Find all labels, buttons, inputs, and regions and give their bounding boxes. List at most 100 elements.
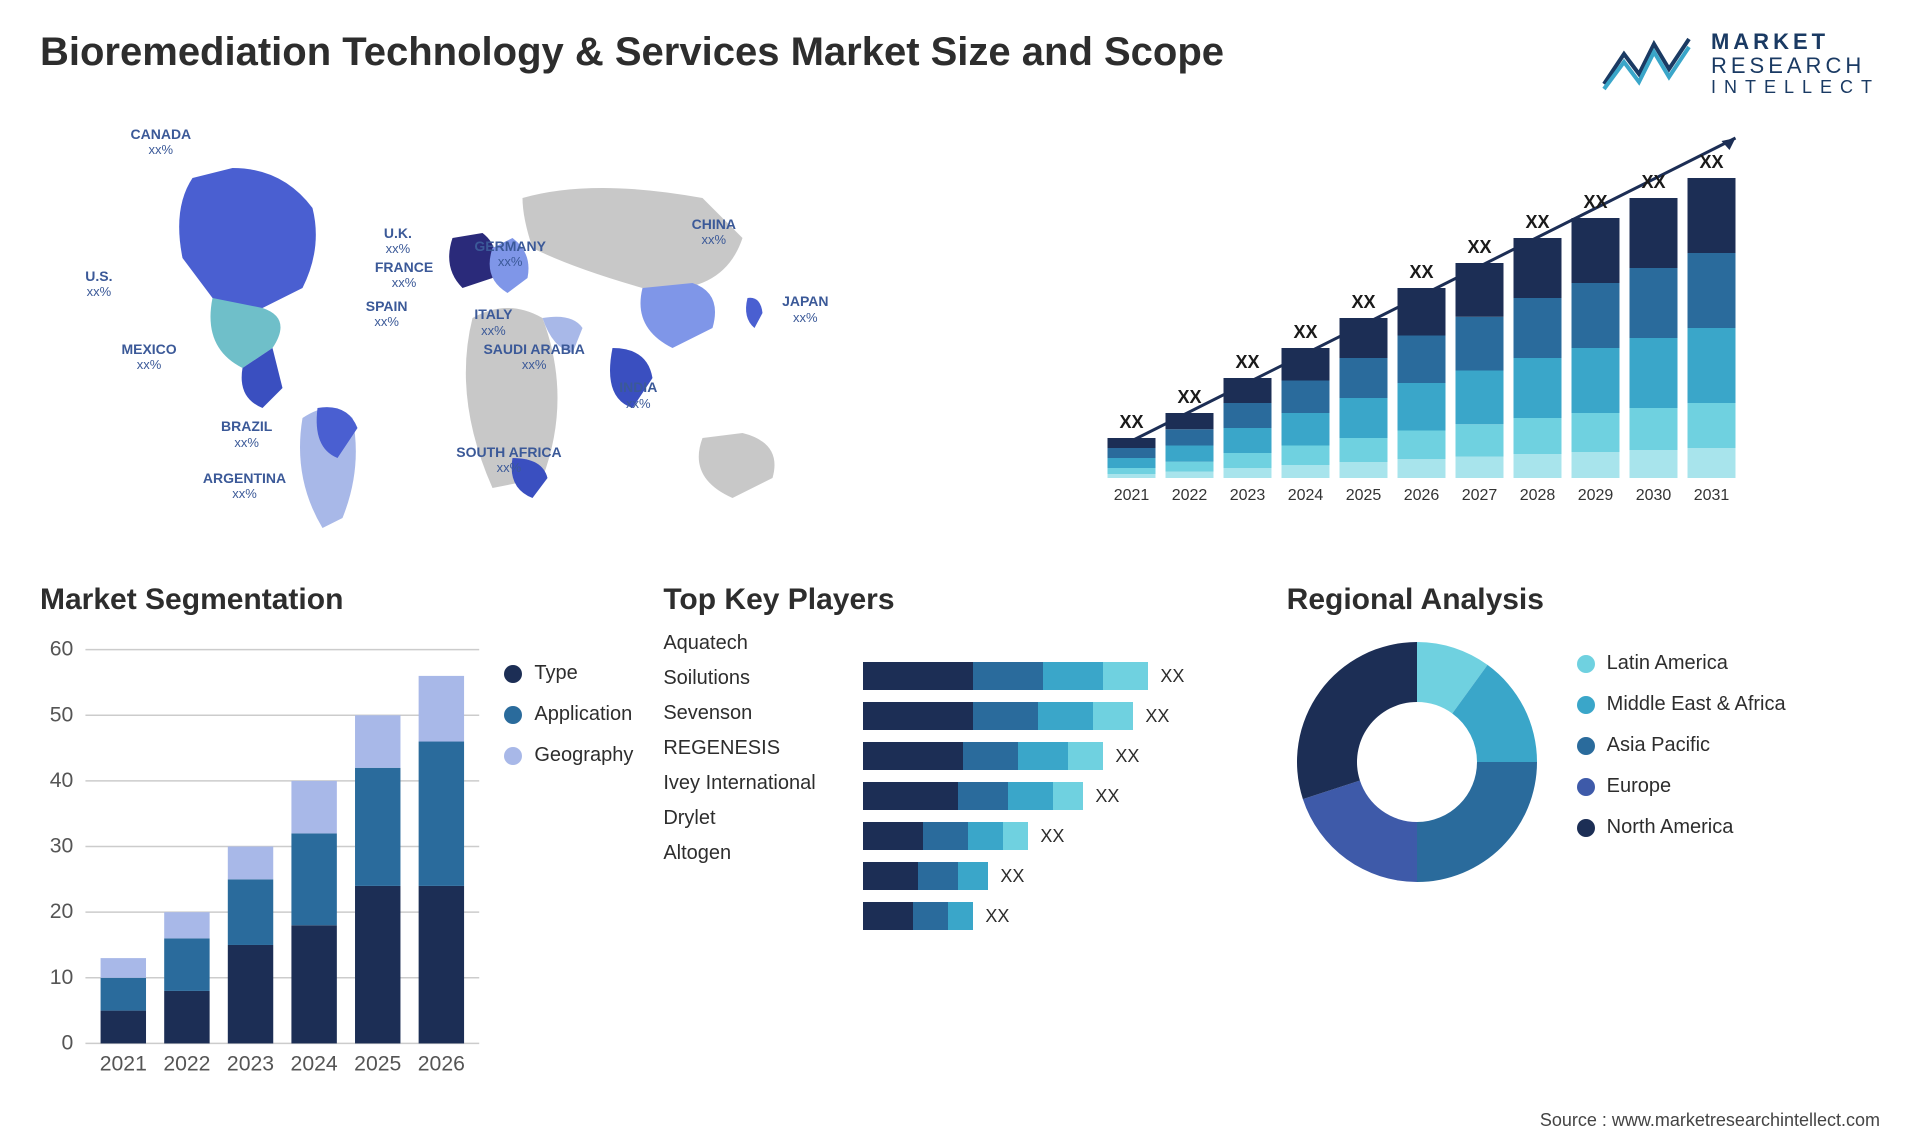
svg-text:0: 0 [62, 1032, 74, 1055]
keyplayer-bar [863, 742, 1103, 770]
keyplayer-value: XX [1160, 666, 1184, 687]
svg-text:2028: 2028 [1520, 487, 1556, 504]
map-label-saudi-arabia: SAUDI ARABIAxx% [483, 342, 584, 373]
svg-text:2022: 2022 [163, 1053, 210, 1076]
svg-text:40: 40 [50, 769, 74, 792]
svg-text:20: 20 [50, 900, 74, 923]
legend-dot [1577, 655, 1595, 673]
keyplayer-name: Sevenson [663, 702, 843, 725]
svg-text:XX: XX [1467, 237, 1491, 257]
svg-text:2023: 2023 [1230, 487, 1266, 504]
keyplayer-value: XX [1040, 826, 1064, 847]
logo-icon [1599, 34, 1699, 94]
legend-item: Application [504, 703, 633, 726]
keyplayer-bar-row: XX [863, 702, 1256, 730]
keyplayers-bars: XX XX XX XX XX XX XX [863, 632, 1256, 963]
map-label-china: CHINAxx% [692, 217, 736, 248]
svg-text:2027: 2027 [1462, 487, 1498, 504]
map-label-spain: SPAINxx% [366, 299, 408, 330]
region-legend-item: North America [1577, 816, 1786, 839]
region-legend-item: Europe [1577, 775, 1786, 798]
keyplayer-value: XX [1145, 706, 1169, 727]
legend-label: Type [534, 662, 577, 685]
svg-text:2031: 2031 [1694, 487, 1730, 504]
keyplayer-name: Soilutions [663, 667, 843, 690]
map-label-germany: GERMANYxx% [474, 239, 546, 270]
svg-text:XX: XX [1699, 152, 1723, 172]
keyplayer-bar-row: XX [863, 902, 1256, 930]
keyplayer-bar [863, 822, 1028, 850]
svg-text:2025: 2025 [1346, 487, 1382, 504]
segmentation-title: Market Segmentation [40, 583, 633, 617]
keyplayers-names: AquatechSoilutionsSevensonREGENESISIvey … [663, 632, 863, 963]
svg-text:2022: 2022 [1172, 487, 1208, 504]
legend-label: Application [534, 703, 632, 726]
region-legend-item: Middle East & Africa [1577, 693, 1786, 716]
svg-text:50: 50 [50, 704, 74, 727]
svg-text:2026: 2026 [1404, 487, 1440, 504]
svg-text:XX: XX [1641, 172, 1665, 192]
segmentation-chart: 0102030405060202120222023202420252026 [40, 632, 494, 1091]
keyplayer-value: XX [985, 906, 1009, 927]
keyplayer-name: Drylet [663, 807, 843, 830]
page-title: Bioremediation Technology & Services Mar… [40, 30, 1224, 75]
keyplayer-bar-row: XX [863, 822, 1256, 850]
regional-legend: Latin America Middle East & Africa Asia Pa… [1547, 632, 1786, 963]
keyplayer-bar [863, 702, 1133, 730]
keyplayer-bar-row: XX [863, 742, 1256, 770]
svg-text:2021: 2021 [1114, 487, 1150, 504]
legend-dot [504, 665, 522, 683]
region-legend-item: Asia Pacific [1577, 734, 1786, 757]
segmentation-panel: Market Segmentation 01020304050602021202… [40, 583, 633, 963]
region-legend-item: Latin America [1577, 652, 1786, 675]
svg-text:XX: XX [1293, 322, 1317, 342]
map-label-u.s.: U.S.xx% [85, 269, 112, 300]
keyplayer-bar [863, 902, 973, 930]
svg-text:2024: 2024 [1288, 487, 1324, 504]
svg-text:XX: XX [1235, 352, 1259, 372]
legend-label: Middle East & Africa [1607, 693, 1786, 716]
keyplayer-bar [863, 782, 1083, 810]
keyplayer-value: XX [1095, 786, 1119, 807]
regional-donut [1287, 632, 1547, 892]
keyplayer-name: Ivey International [663, 772, 843, 795]
map-label-japan: JAPANxx% [782, 294, 828, 325]
svg-text:XX: XX [1583, 192, 1607, 212]
map-label-mexico: MEXICOxx% [121, 342, 176, 373]
svg-text:XX: XX [1351, 292, 1375, 312]
legend-dot [504, 706, 522, 724]
logo-line1: MARKET [1711, 30, 1880, 54]
svg-text:10: 10 [50, 966, 74, 989]
svg-text:2021: 2021 [100, 1053, 147, 1076]
legend-dot [504, 747, 522, 765]
svg-text:XX: XX [1177, 387, 1201, 407]
legend-dot [1577, 819, 1595, 837]
svg-text:2024: 2024 [291, 1053, 338, 1076]
legend-label: Latin America [1607, 652, 1728, 675]
map-label-italy: ITALYxx% [474, 307, 512, 338]
keyplayer-value: XX [1115, 746, 1139, 767]
map-label-france: FRANCExx% [375, 260, 433, 291]
legend-item: Type [504, 662, 633, 685]
svg-text:60: 60 [50, 638, 74, 661]
keyplayers-panel: Top Key Players AquatechSoilutionsSevens… [663, 583, 1256, 963]
legend-dot [1577, 737, 1595, 755]
segmentation-legend: TypeApplicationGeography [494, 632, 633, 1091]
map-label-u.k.: U.K.xx% [384, 226, 412, 257]
svg-text:2030: 2030 [1636, 487, 1672, 504]
keyplayer-value: XX [1000, 866, 1024, 887]
keyplayer-name: Altogen [663, 842, 843, 865]
svg-text:30: 30 [50, 835, 74, 858]
legend-dot [1577, 778, 1595, 796]
keyplayer-bar-row: XX [863, 862, 1256, 890]
map-label-argentina: ARGENTINAxx% [203, 471, 286, 502]
legend-label: Asia Pacific [1607, 734, 1710, 757]
svg-text:XX: XX [1119, 412, 1143, 432]
svg-text:2025: 2025 [354, 1053, 401, 1076]
map-label-india: INDIAxx% [619, 380, 657, 411]
keyplayer-bar [863, 662, 1148, 690]
logo-line2: RESEARCH [1711, 54, 1880, 78]
brand-logo: MARKET RESEARCH INTELLECT [1599, 30, 1880, 98]
regional-panel: Regional Analysis Latin AmericaMiddle Ea… [1287, 583, 1880, 963]
legend-label: Europe [1607, 775, 1672, 798]
